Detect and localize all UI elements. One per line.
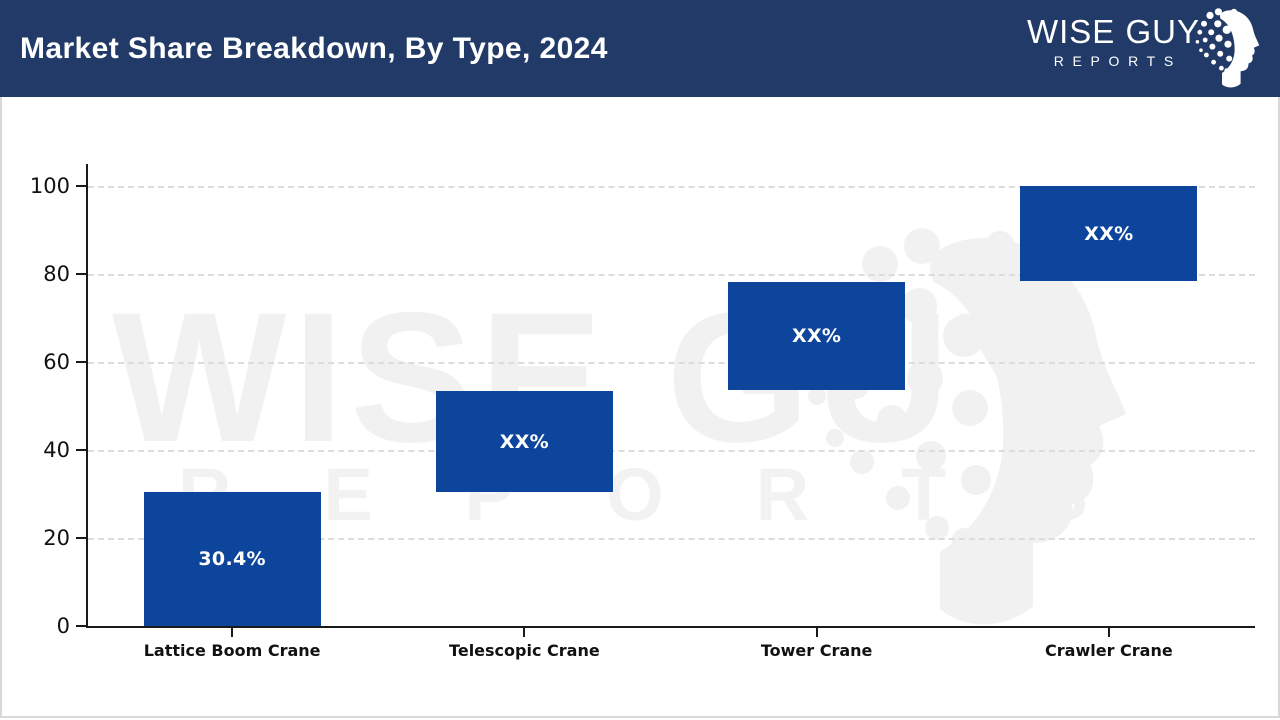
bar-segment: XX%	[435, 391, 613, 493]
y-tick-label: 40	[43, 438, 70, 462]
wiseguy-logo: WISE GUY REPORTS	[1022, 0, 1272, 97]
bar-value-label: XX%	[792, 325, 842, 348]
y-tick-mark	[76, 185, 86, 187]
gridline	[88, 450, 1255, 452]
wiseguy-logo-text: WISE GUY REPORTS	[1026, 13, 1200, 70]
y-tick-label: 80	[43, 262, 70, 286]
y-tick-label: 100	[29, 174, 70, 198]
gridline	[88, 274, 1255, 276]
bar-value-label: XX%	[1084, 222, 1134, 245]
y-tick-label: 60	[43, 350, 70, 374]
y-tick-mark	[76, 625, 86, 627]
bar-segment: XX%	[1020, 186, 1198, 282]
header-bar: Market Share Breakdown, By Type, 2024 WI…	[0, 0, 1280, 97]
page-title: Market Share Breakdown, By Type, 2024	[20, 31, 608, 65]
y-tick-label: 0	[56, 614, 70, 638]
x-tick-mark	[523, 628, 526, 637]
x-axis-category-label: Crawler Crane	[1045, 641, 1173, 660]
y-tick-mark	[76, 361, 86, 363]
x-axis-category-label: Lattice Boom Crane	[143, 641, 321, 660]
y-tick-mark	[76, 273, 86, 275]
y-tick-label: 20	[43, 526, 70, 550]
x-axis-category-label: Telescopic Crane	[449, 641, 600, 660]
x-tick-mark	[231, 628, 234, 637]
bar-segment: XX%	[728, 281, 906, 391]
x-axis-line	[86, 626, 1255, 628]
x-axis-category-label: Tower Crane	[760, 641, 873, 660]
y-tick-mark	[76, 449, 86, 451]
bar-segment: 30.4%	[143, 492, 321, 626]
wiseguy-logo-subtitle: REPORTS	[1053, 53, 1182, 69]
gridline	[88, 362, 1255, 364]
y-tick-mark	[76, 537, 86, 539]
y-axis-line	[86, 164, 88, 628]
gridline	[88, 186, 1255, 188]
bar-value-label: XX%	[499, 430, 549, 453]
wiseguy-head-icon	[1195, 8, 1260, 88]
gridline	[88, 538, 1255, 540]
x-tick-mark	[815, 628, 818, 637]
bar-value-label: 30.4%	[198, 548, 266, 571]
x-tick-mark	[1107, 628, 1110, 637]
wiseguy-logo-wordmark: WISE GUY	[1026, 13, 1200, 50]
